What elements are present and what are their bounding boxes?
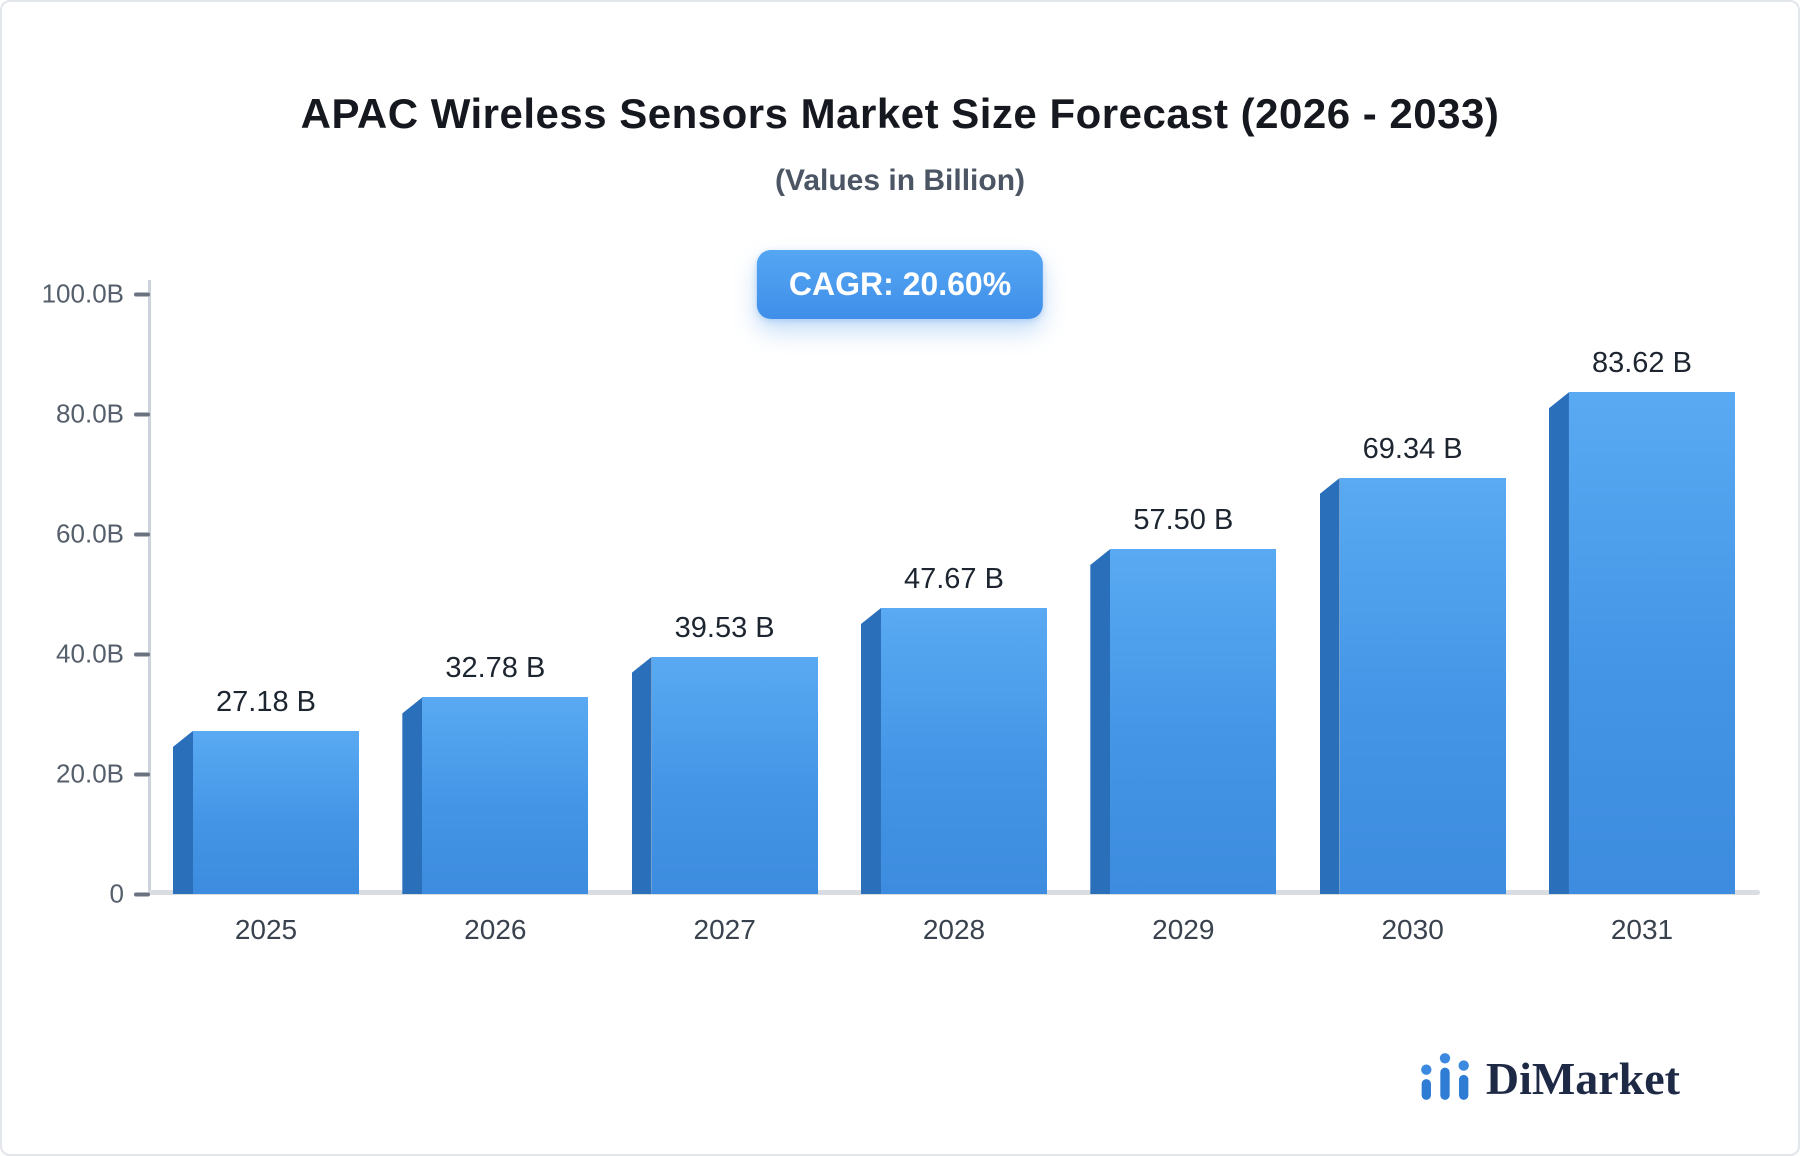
bar-front-face (1339, 477, 1506, 894)
bar-value-label: 39.53 B (674, 611, 775, 644)
bar-side-face (173, 730, 193, 894)
y-tick: 60.0B (56, 519, 150, 550)
bar-group: 32.78 B (393, 652, 597, 894)
bar-value-label: 47.67 B (903, 562, 1004, 595)
bar-front-face (193, 730, 359, 894)
bar-front-face (1568, 392, 1735, 894)
x-axis-label: 2025 (234, 914, 298, 945)
bar (1090, 549, 1277, 894)
bar (1548, 392, 1735, 894)
x-axis-label: 2028 (922, 914, 986, 945)
y-tick: 80.0B (56, 399, 150, 430)
x-axis-labels: 2025 2026 2027 2028 2029 2030 2031 (154, 914, 1754, 946)
bar-side-face (1548, 392, 1569, 894)
y-tick-mark (134, 652, 150, 656)
y-tick-mark (134, 892, 150, 896)
y-tick-mark (134, 532, 150, 536)
bar-group: 83.62 B (1540, 347, 1744, 894)
y-tick-label: 20.0B (56, 758, 124, 789)
y-tick: 100.0B (42, 279, 150, 310)
bar-group: 27.18 B (164, 686, 368, 894)
bar (173, 730, 359, 894)
bar-front-face (651, 656, 818, 894)
bar-side-face (860, 607, 881, 894)
bar-group: 39.53 B (623, 612, 827, 894)
bar-front-face (1110, 549, 1277, 894)
bar (860, 607, 1047, 894)
x-axis-label: 2027 (693, 914, 756, 945)
bar (631, 656, 818, 894)
bar-side-face (631, 656, 652, 894)
x-axis-label: 2030 (1381, 914, 1444, 945)
y-axis-line (148, 280, 151, 894)
bars-container: 27.18 B 32.78 B 39.53 B 47.67 B 57.50 B 69.34… (154, 294, 1754, 894)
chart-subtitle: (Values in Billion) (774, 164, 1026, 197)
y-tick-label: 60.0B (56, 518, 124, 549)
bar (1319, 477, 1506, 894)
bar-group: 69.34 B (1311, 433, 1515, 894)
y-tick-label: 100.0B (41, 278, 124, 309)
y-tick: 20.0B (56, 759, 150, 790)
bar-front-face (880, 607, 1047, 894)
bar-value-label: 57.50 B (1133, 504, 1234, 536)
bar (402, 697, 589, 894)
brand-logo: DiMarket (1418, 1052, 1680, 1102)
bar-front-face (422, 697, 589, 894)
y-tick-label: 80.0B (56, 398, 124, 429)
bar-value-label: 69.34 B (1362, 432, 1463, 465)
bar-value-label: 27.18 B (216, 685, 316, 718)
bar-value-label: 83.62 B (1591, 347, 1692, 380)
x-axis-label: 2029 (1152, 914, 1215, 945)
x-axis-label: 2031 (1610, 914, 1674, 945)
y-tick-label: 0 (109, 878, 124, 909)
bar-side-face (402, 697, 423, 894)
y-axis: 0 20.0B 40.0B 60.0B 80.0B 100.0B (2, 279, 150, 909)
y-tick-label: 40.0B (56, 638, 124, 669)
bar-chart-logo-icon (1420, 1053, 1469, 1100)
bar-group: 57.50 B (1081, 504, 1285, 894)
bar-side-face (1319, 477, 1340, 894)
y-tick-mark (134, 292, 150, 296)
chart-title: APAC Wireless Sensors Market Size Foreca… (300, 90, 1500, 137)
y-tick: 40.0B (56, 639, 150, 670)
bar-value-label: 32.78 B (445, 652, 546, 685)
cagr-badge: CAGR: 20.60% (756, 250, 1044, 319)
y-tick-mark (134, 772, 150, 776)
brand-logo-text: DiMarket (1485, 1053, 1680, 1104)
bar-group: 47.67 B (852, 563, 1056, 894)
y-tick: 0 (110, 879, 150, 910)
bar-side-face (1090, 549, 1111, 894)
y-tick-mark (134, 412, 150, 416)
x-axis-label: 2026 (464, 914, 527, 945)
